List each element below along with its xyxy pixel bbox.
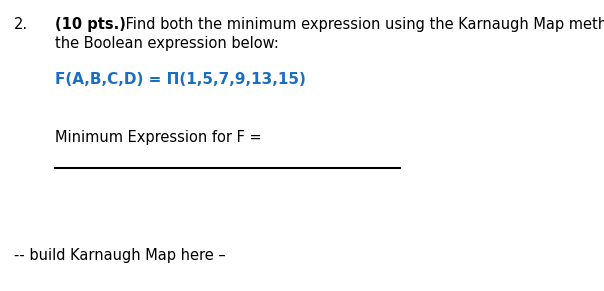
- Text: F(A,B,C,D) = Π(1,5,7,9,13,15): F(A,B,C,D) = Π(1,5,7,9,13,15): [55, 72, 306, 87]
- Text: 2.: 2.: [14, 17, 28, 32]
- Text: (10 pts.): (10 pts.): [55, 17, 126, 32]
- Text: the Boolean expression below:: the Boolean expression below:: [55, 36, 279, 51]
- Text: -- build Karnaugh Map here –: -- build Karnaugh Map here –: [14, 248, 226, 263]
- Text: Find both the minimum expression using the Karnaugh Map method for: Find both the minimum expression using t…: [121, 17, 604, 32]
- Text: Minimum Expression for F =: Minimum Expression for F =: [55, 130, 262, 145]
